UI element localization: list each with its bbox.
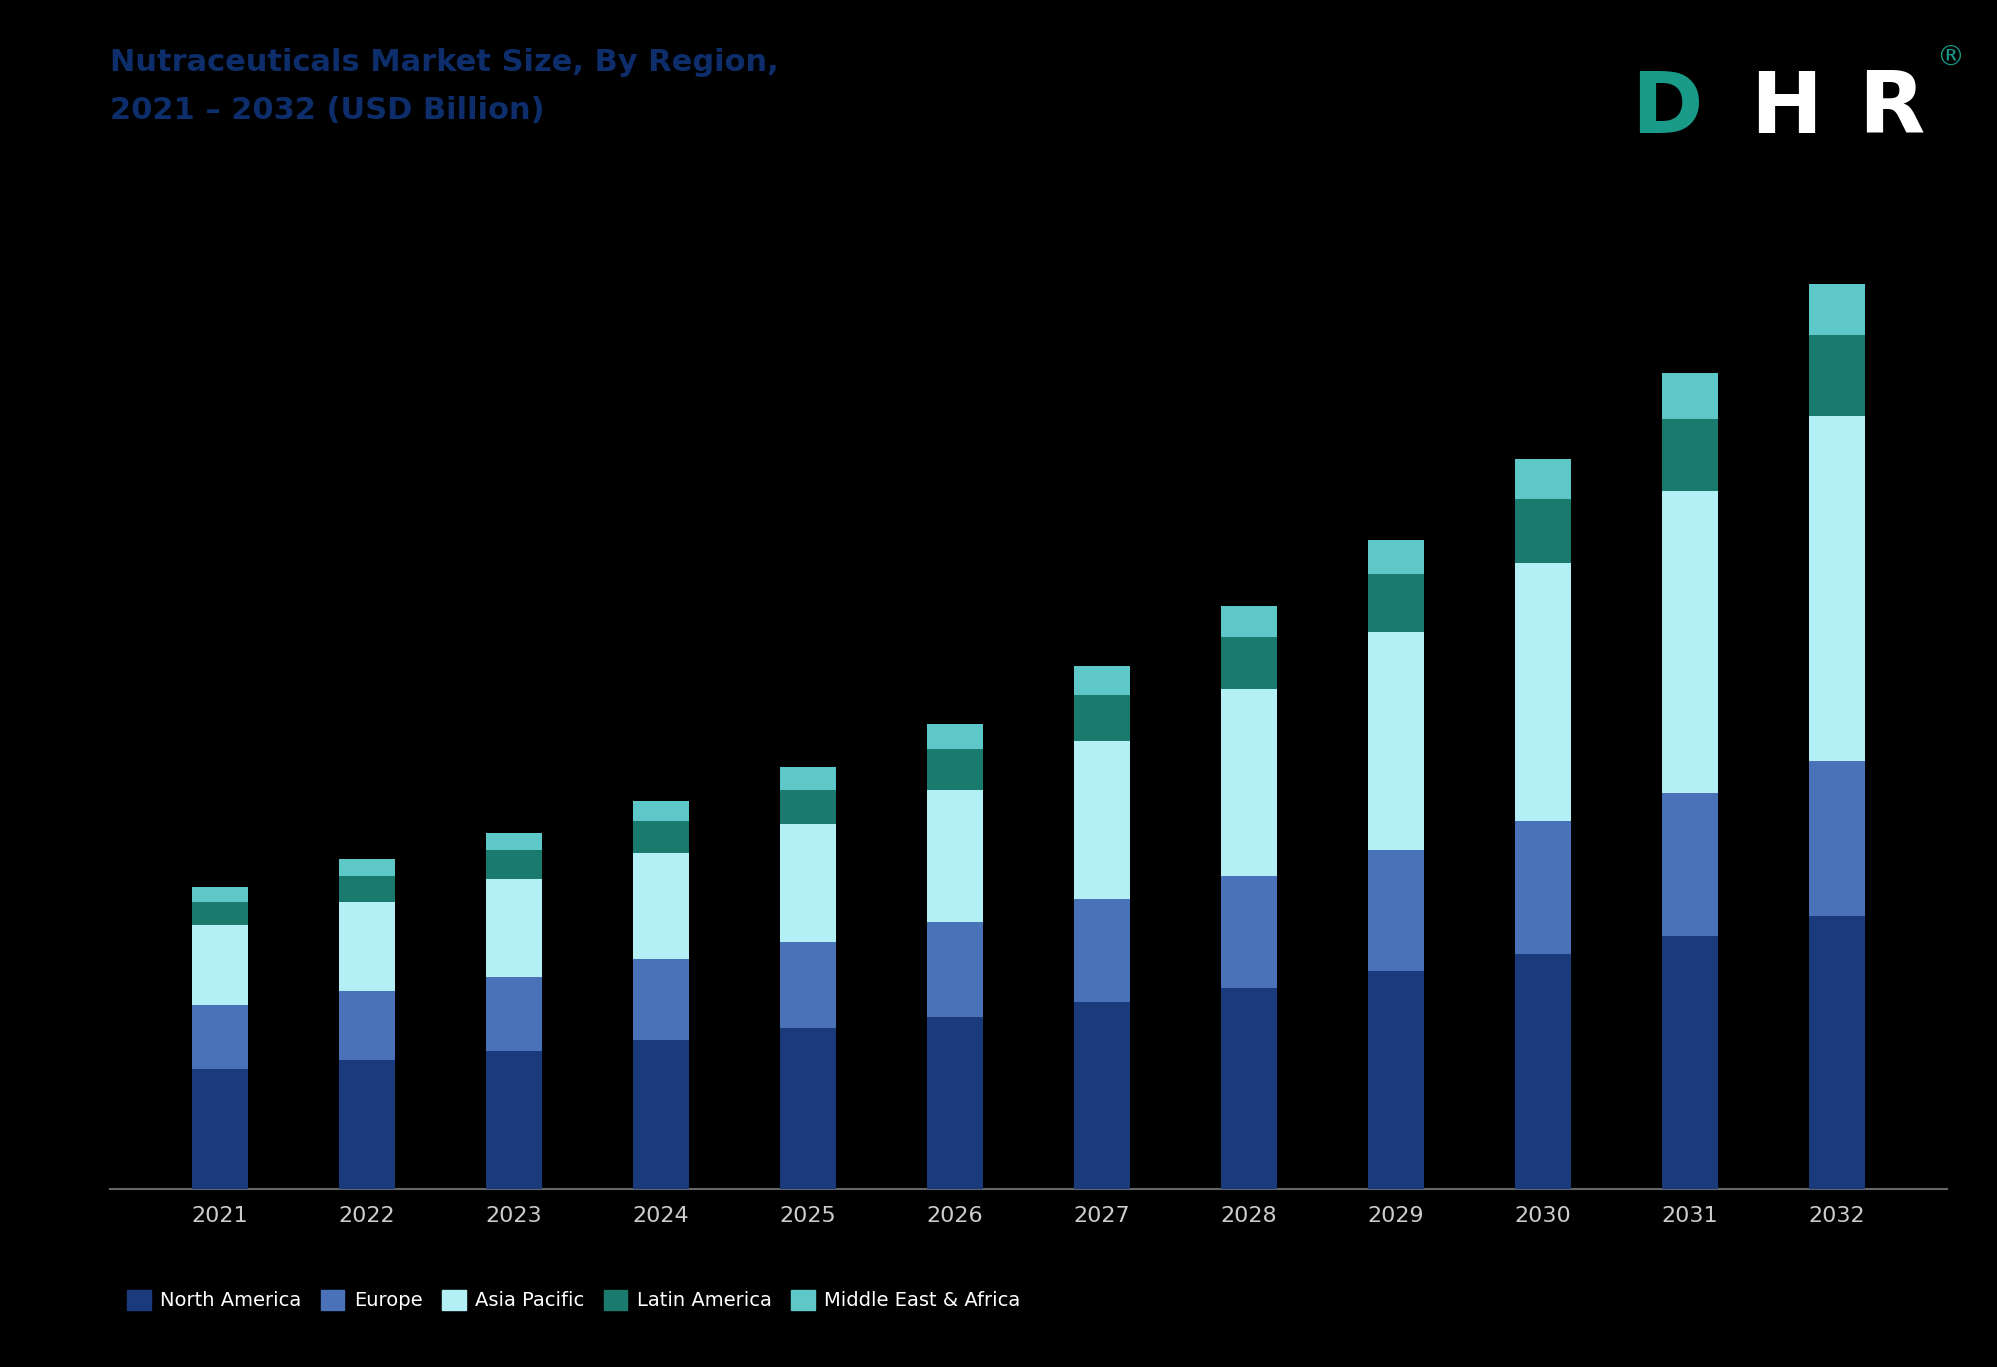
- Text: R: R: [1857, 68, 1925, 150]
- Bar: [927, 790, 983, 921]
- Bar: [1074, 666, 1130, 694]
- Text: ®: ®: [1937, 44, 1965, 72]
- Bar: [1662, 936, 1717, 1189]
- Bar: [1809, 761, 1865, 916]
- Bar: [1516, 459, 1572, 499]
- Bar: [1809, 335, 1865, 416]
- Bar: [1516, 822, 1572, 954]
- Bar: [781, 1028, 837, 1189]
- Bar: [192, 887, 248, 902]
- Bar: [927, 921, 983, 1017]
- Bar: [192, 902, 248, 925]
- Bar: [1220, 689, 1276, 876]
- Bar: [1809, 916, 1865, 1189]
- Bar: [485, 879, 541, 976]
- Bar: [1368, 574, 1424, 632]
- Bar: [1516, 954, 1572, 1189]
- Bar: [1809, 284, 1865, 335]
- Text: H: H: [1749, 68, 1821, 150]
- Bar: [1074, 694, 1130, 741]
- Bar: [1662, 373, 1717, 418]
- Bar: [781, 824, 837, 942]
- Bar: [1809, 416, 1865, 761]
- Bar: [1662, 418, 1717, 491]
- Bar: [192, 1005, 248, 1069]
- Bar: [1220, 606, 1276, 637]
- Text: D: D: [1632, 68, 1703, 150]
- Bar: [1074, 741, 1130, 899]
- Bar: [1220, 637, 1276, 689]
- Bar: [339, 876, 395, 902]
- Legend: North America, Europe, Asia Pacific, Latin America, Middle East & Africa: North America, Europe, Asia Pacific, Lat…: [120, 1282, 1028, 1318]
- Bar: [339, 858, 395, 876]
- Bar: [1662, 491, 1717, 793]
- Bar: [485, 1051, 541, 1189]
- Bar: [927, 723, 983, 749]
- Bar: [633, 1040, 689, 1189]
- Bar: [633, 853, 689, 960]
- Bar: [339, 1059, 395, 1189]
- Bar: [781, 942, 837, 1028]
- Bar: [339, 902, 395, 991]
- Bar: [633, 960, 689, 1040]
- Bar: [927, 749, 983, 790]
- Bar: [485, 976, 541, 1051]
- Bar: [1368, 632, 1424, 850]
- Bar: [485, 850, 541, 879]
- Bar: [633, 801, 689, 822]
- Bar: [1516, 563, 1572, 822]
- Bar: [1074, 899, 1130, 1002]
- Bar: [1074, 1002, 1130, 1189]
- Text: Nutraceuticals Market Size, By Region,: Nutraceuticals Market Size, By Region,: [110, 48, 779, 77]
- Bar: [192, 1069, 248, 1189]
- Bar: [927, 1017, 983, 1189]
- Bar: [633, 822, 689, 853]
- Bar: [781, 767, 837, 790]
- Bar: [1662, 793, 1717, 936]
- Bar: [1368, 971, 1424, 1189]
- Bar: [339, 991, 395, 1059]
- Bar: [1368, 850, 1424, 971]
- Bar: [1516, 499, 1572, 563]
- Bar: [1368, 540, 1424, 574]
- Bar: [781, 790, 837, 824]
- Bar: [485, 833, 541, 850]
- Text: 2021 – 2032 (USD Billion): 2021 – 2032 (USD Billion): [110, 96, 545, 124]
- Bar: [1220, 988, 1276, 1189]
- Bar: [1220, 876, 1276, 988]
- Bar: [192, 925, 248, 1005]
